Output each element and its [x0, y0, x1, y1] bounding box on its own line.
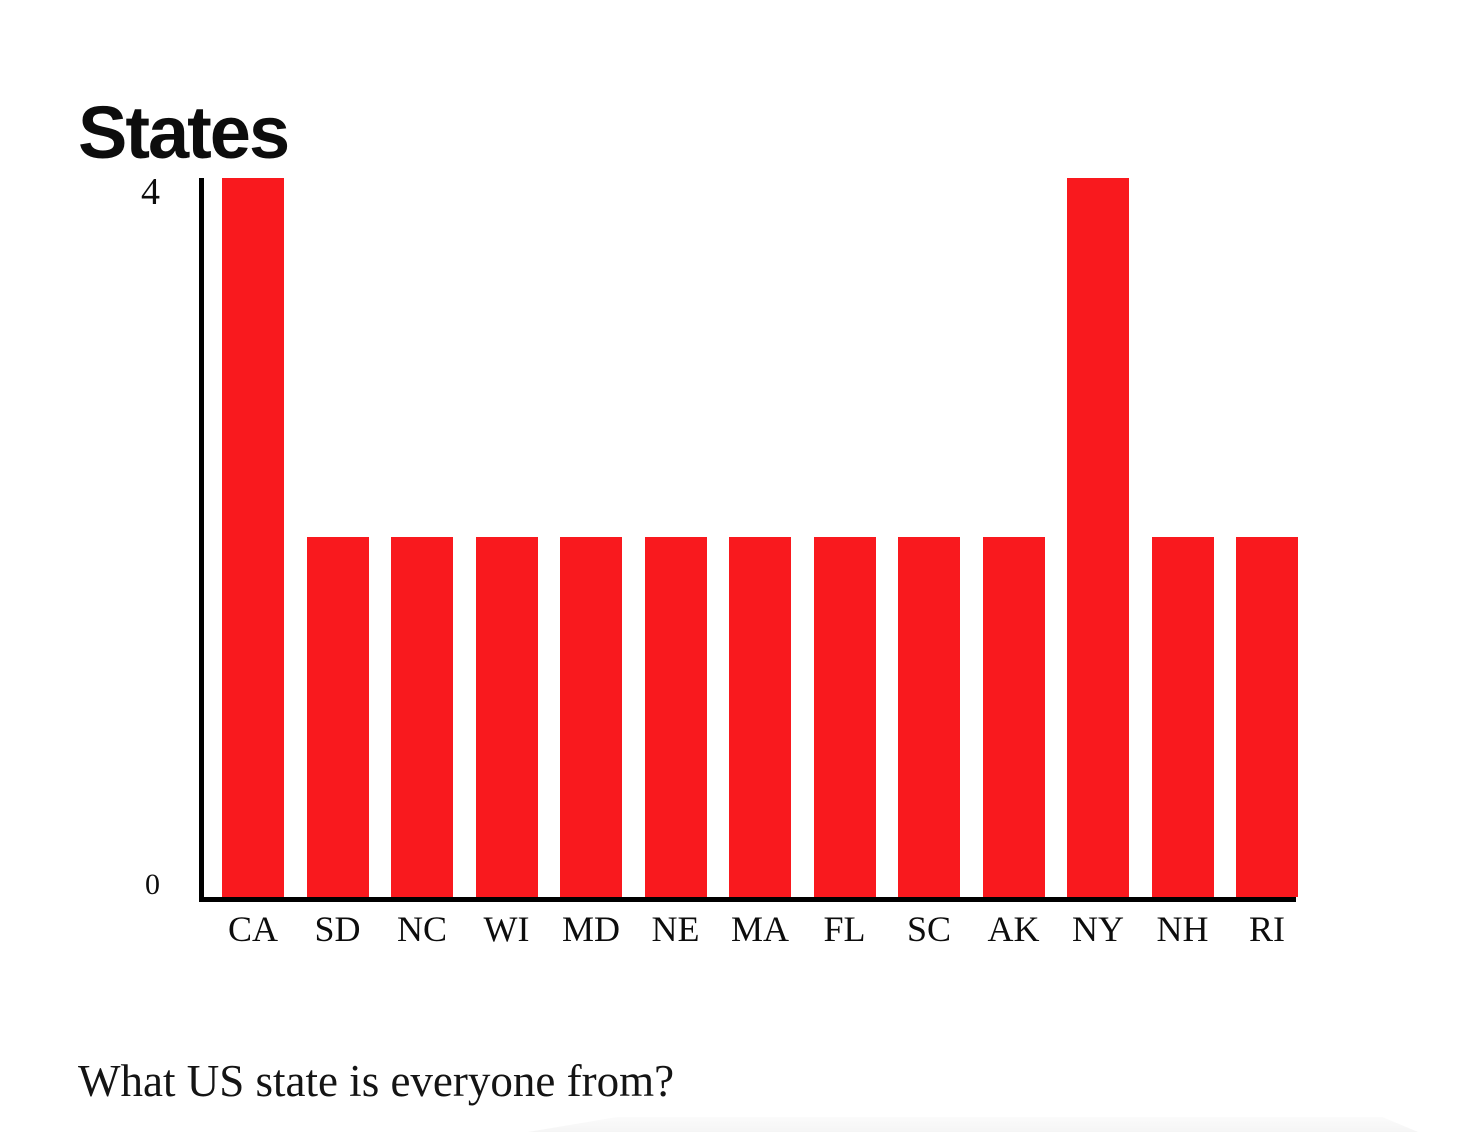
plot-area: [204, 178, 1304, 897]
chart-caption: What US state is everyone from?: [78, 1056, 675, 1106]
bar-RI: [1236, 537, 1298, 897]
x-tick-label-NY: NY: [1072, 909, 1124, 949]
background-window-edge: [528, 1117, 1418, 1132]
x-tick-label-NH: NH: [1156, 909, 1209, 949]
x-tick-label-MD: MD: [561, 909, 621, 949]
bar-FL: [813, 537, 876, 897]
x-tick-label-WI: WI: [483, 909, 530, 949]
bar-NC: [391, 537, 453, 897]
x-tick-label-AK: AK: [987, 909, 1040, 949]
x-tick-label-NC: NC: [396, 909, 448, 949]
bar-WI: [475, 537, 538, 897]
y-tick-label-0: 0: [145, 868, 160, 901]
bar-MD: [560, 537, 622, 897]
bar-NY: [1067, 178, 1129, 897]
x-tick-label-SD: SD: [314, 909, 361, 949]
x-tick-label-SC: SC: [906, 909, 952, 949]
bar-MA: [729, 537, 791, 897]
bar-SD: [306, 537, 369, 897]
bar-AK: [982, 537, 1045, 897]
y-tick-label-4: 4: [141, 171, 160, 213]
x-tick-label-MA: MA: [730, 909, 790, 949]
bar-NE: [644, 537, 707, 897]
bar-CA: [222, 178, 284, 897]
bar-SC: [898, 537, 960, 897]
x-tick-label-RI: RI: [1249, 909, 1285, 949]
page-title: States: [78, 90, 290, 174]
x-tick-label-CA: CA: [227, 909, 279, 949]
x-axis-line: [199, 897, 1296, 902]
y-axis-line: [199, 178, 204, 902]
x-tick-label-NE: NE: [651, 909, 700, 949]
x-tick-label-FL: FL: [823, 909, 866, 949]
bar-NH: [1151, 537, 1214, 897]
x-axis-labels: CA SD NC WI MD NE MA FL SC AK NY NH RI: [204, 908, 1304, 958]
